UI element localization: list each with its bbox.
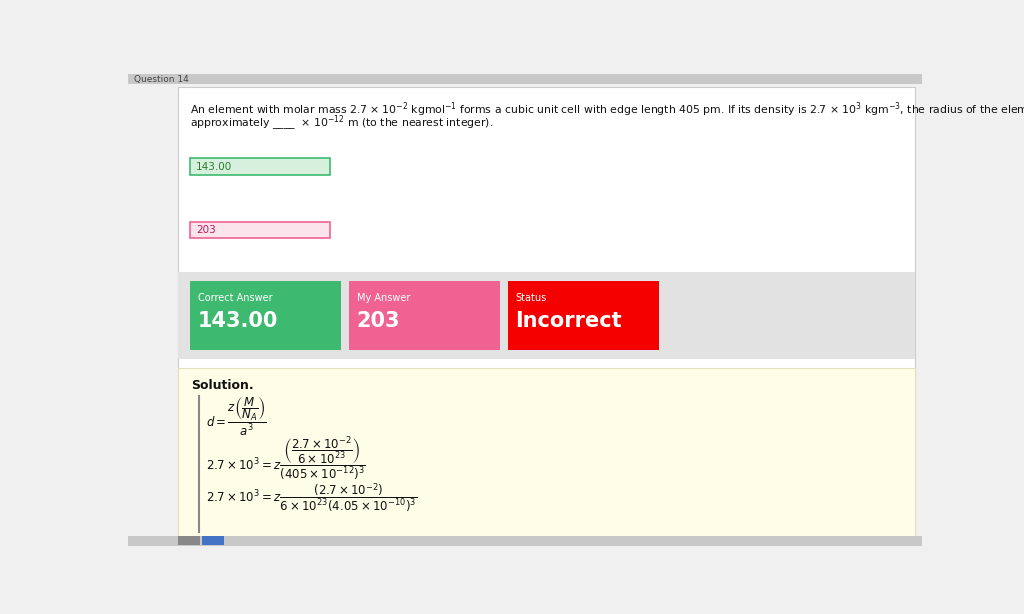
FancyBboxPatch shape	[178, 273, 914, 359]
Text: Solution.: Solution.	[191, 379, 254, 392]
FancyBboxPatch shape	[128, 535, 922, 546]
Text: 203: 203	[356, 311, 400, 331]
FancyBboxPatch shape	[128, 85, 922, 535]
Text: 143.00: 143.00	[197, 162, 232, 172]
Text: 203: 203	[197, 225, 216, 235]
Text: Question 14: Question 14	[134, 74, 189, 84]
FancyBboxPatch shape	[190, 222, 330, 238]
FancyBboxPatch shape	[178, 537, 200, 545]
Text: 143.00: 143.00	[198, 311, 279, 331]
Text: $2.7 \times 10^3 = z\dfrac{\left(2.7 \times 10^{-2}\right)}{6 \times 10^{23}\lef: $2.7 \times 10^3 = z\dfrac{\left(2.7 \ti…	[206, 482, 417, 515]
Text: Incorrect: Incorrect	[515, 311, 623, 331]
FancyBboxPatch shape	[190, 158, 330, 176]
FancyBboxPatch shape	[178, 87, 914, 371]
FancyBboxPatch shape	[190, 281, 341, 350]
Text: Status: Status	[515, 293, 547, 303]
Text: $d = \dfrac{z\left(\dfrac{M}{N_A}\right)}{a^3}$: $d = \dfrac{z\left(\dfrac{M}{N_A}\right)…	[206, 395, 266, 438]
FancyBboxPatch shape	[508, 281, 658, 350]
FancyBboxPatch shape	[128, 74, 922, 85]
FancyBboxPatch shape	[203, 537, 224, 545]
Text: My Answer: My Answer	[356, 293, 410, 303]
Text: An element with molar mass 2.7 × 10$^{-2}$ kgmol$^{-1}$ forms a cubic unit cell : An element with molar mass 2.7 × 10$^{-2…	[190, 101, 1024, 119]
Text: approximately ____  × 10$^{-12}$ m (to the nearest integer).: approximately ____ × 10$^{-12}$ m (to th…	[190, 114, 494, 133]
FancyBboxPatch shape	[178, 368, 914, 538]
FancyBboxPatch shape	[349, 281, 500, 350]
Text: $2.7 \times 10^3 = z\dfrac{\left(\dfrac{2.7\times10^{-2}}{6\times10^{23}}\right): $2.7 \times 10^3 = z\dfrac{\left(\dfrac{…	[206, 435, 366, 483]
Text: Correct Answer: Correct Answer	[198, 293, 272, 303]
